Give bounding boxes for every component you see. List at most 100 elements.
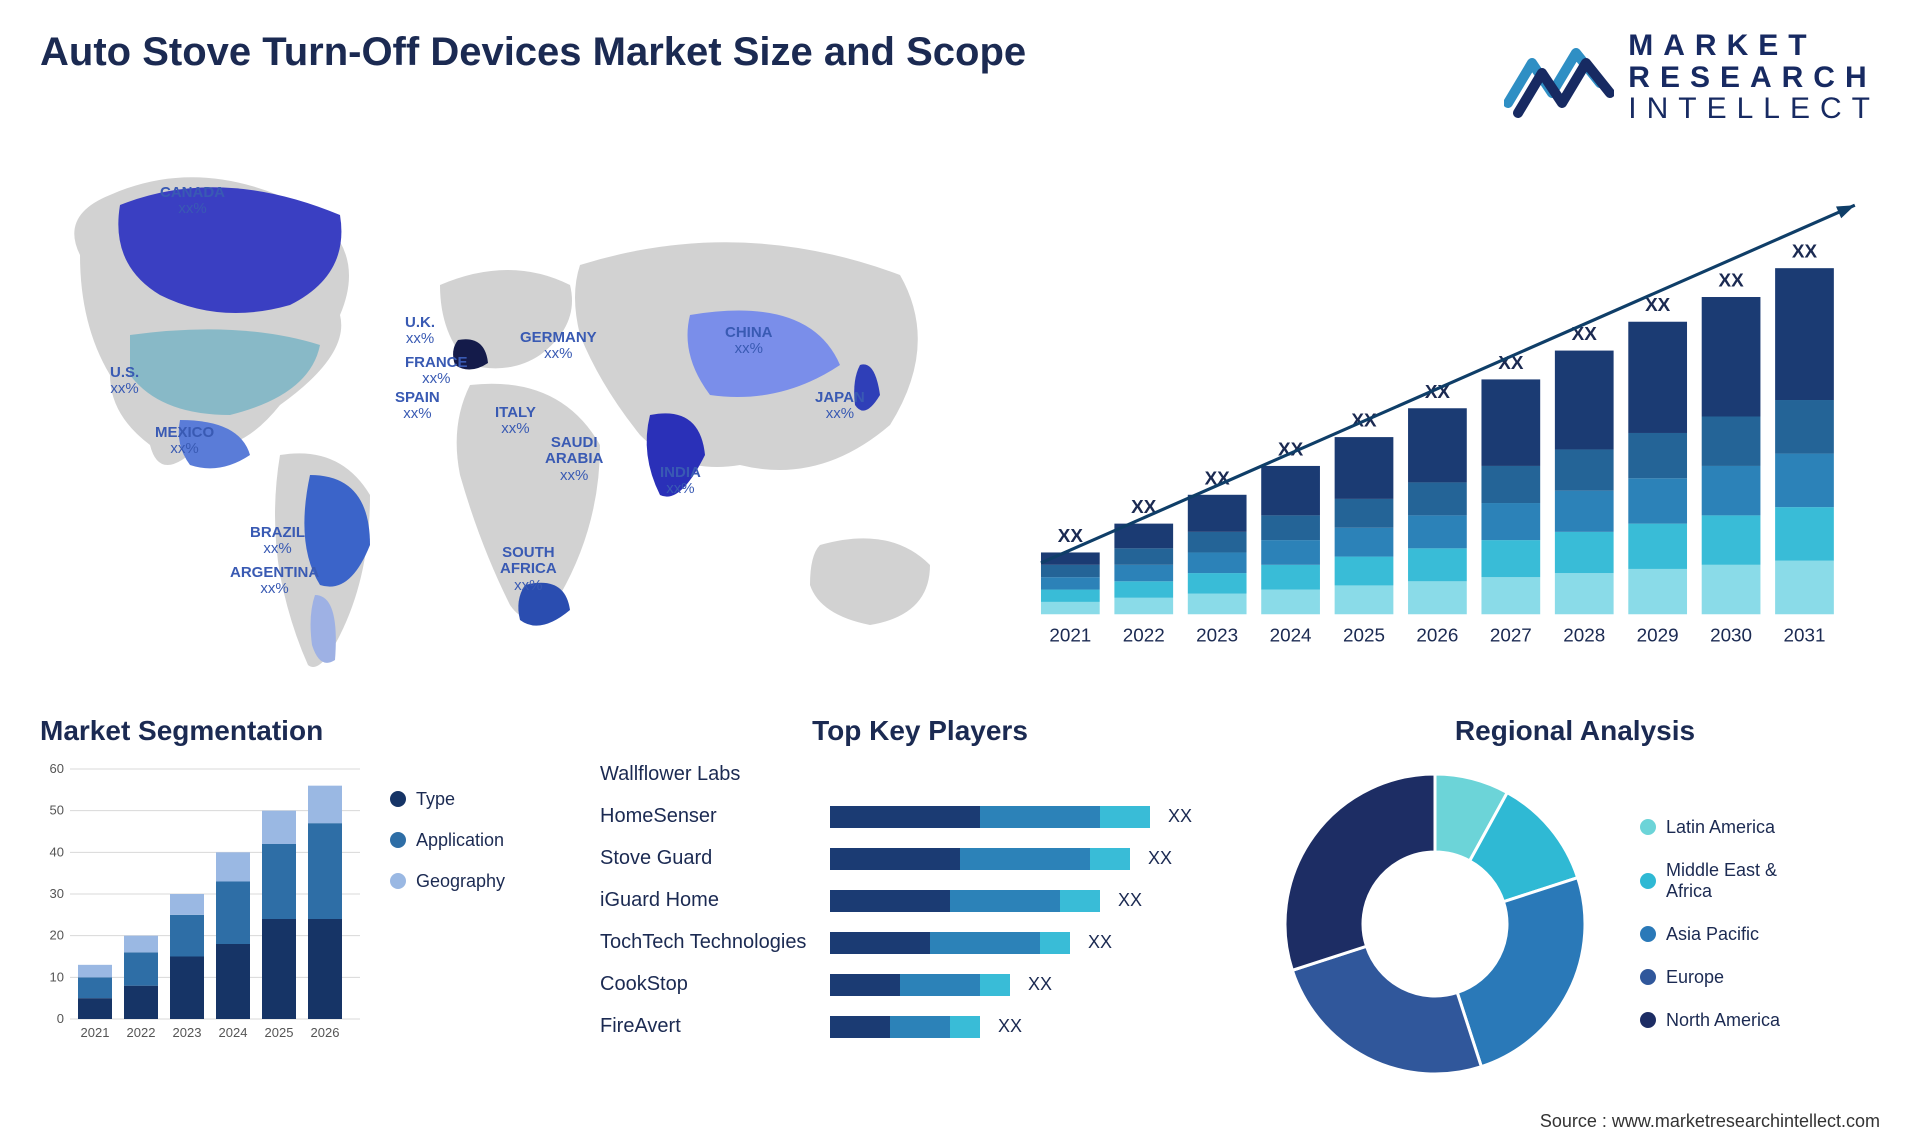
header: Auto Stove Turn-Off Devices Market Size … bbox=[40, 30, 1880, 125]
player-bar-segment bbox=[830, 890, 950, 912]
brand-mark bbox=[1504, 35, 1614, 119]
brand-logo: MARKET RESEARCH INTELLECT bbox=[1504, 30, 1880, 125]
brand-line2: RESEARCH bbox=[1628, 62, 1880, 94]
world-map: CANADAxx%U.S.xx%MEXICOxx%BRAZILxx%ARGENT… bbox=[40, 145, 980, 685]
svg-text:2022: 2022 bbox=[1123, 624, 1165, 645]
player-bar bbox=[830, 1016, 980, 1038]
player-bar bbox=[830, 974, 1010, 996]
player-bar-segment bbox=[830, 848, 960, 870]
player-bar-segment bbox=[1100, 806, 1150, 828]
regional-title: Regional Analysis bbox=[1270, 715, 1880, 747]
legend-dot bbox=[390, 873, 406, 889]
svg-text:XX: XX bbox=[1718, 269, 1744, 290]
player-bar-wrap: XX bbox=[830, 806, 1240, 828]
svg-text:XX: XX bbox=[1572, 323, 1598, 344]
player-bar-segment bbox=[830, 932, 930, 954]
player-bar-segment bbox=[950, 1016, 980, 1038]
page-title: Auto Stove Turn-Off Devices Market Size … bbox=[40, 30, 1026, 75]
donut-chart bbox=[1270, 759, 1600, 1089]
player-name: Stove Guard bbox=[600, 847, 830, 870]
legend-dot bbox=[1640, 969, 1656, 985]
regional-panel: Regional Analysis Latin America Middle Ea… bbox=[1270, 715, 1880, 1089]
player-bar-wrap bbox=[830, 764, 1240, 786]
player-row: FireAvert XX bbox=[600, 1011, 1240, 1043]
legend-item: Latin America bbox=[1640, 817, 1780, 838]
legend-label: Latin America bbox=[1666, 817, 1775, 838]
svg-text:2021: 2021 bbox=[1049, 624, 1091, 645]
player-value: XX bbox=[998, 1016, 1022, 1037]
segmentation-panel: Market Segmentation 0 10 20 30 40 50 60 2021 202… bbox=[40, 715, 570, 1049]
segmentation-title: Market Segmentation bbox=[40, 715, 570, 747]
player-bar-wrap: XX bbox=[830, 1016, 1240, 1038]
page: Auto Stove Turn-Off Devices Market Size … bbox=[0, 0, 1920, 1146]
player-row: Wallflower Labs bbox=[600, 759, 1240, 791]
player-name: CookStop bbox=[600, 973, 830, 996]
svg-text:2030: 2030 bbox=[1710, 624, 1752, 645]
player-bar bbox=[830, 932, 1070, 954]
player-name: iGuard Home bbox=[600, 889, 830, 912]
svg-text:10: 10 bbox=[50, 969, 64, 984]
player-bar-segment bbox=[830, 1016, 890, 1038]
legend-label: Application bbox=[416, 830, 504, 851]
svg-text:0: 0 bbox=[57, 1011, 64, 1026]
player-bar-segment bbox=[950, 890, 1060, 912]
legend-label: Type bbox=[416, 789, 455, 810]
player-bar-segment bbox=[960, 848, 1090, 870]
svg-text:20: 20 bbox=[50, 927, 64, 942]
segmentation-legend: Type Application Geography bbox=[390, 759, 505, 1049]
legend-dot bbox=[1640, 926, 1656, 942]
svg-text:2028: 2028 bbox=[1563, 624, 1605, 645]
player-name: HomeSenser bbox=[600, 805, 830, 828]
player-bar bbox=[830, 890, 1100, 912]
svg-text:XX: XX bbox=[1792, 240, 1818, 261]
player-bar-segment bbox=[900, 974, 980, 996]
regional-legend: Latin America Middle East &Africa Asia Pac… bbox=[1640, 817, 1780, 1031]
player-bar-segment bbox=[1090, 848, 1130, 870]
svg-text:2029: 2029 bbox=[1637, 624, 1679, 645]
player-bar-segment bbox=[1040, 932, 1070, 954]
player-value: XX bbox=[1118, 890, 1142, 911]
legend-dot bbox=[1640, 873, 1656, 889]
player-row: TochTech TechnologiesXX bbox=[600, 927, 1240, 959]
player-bar bbox=[830, 848, 1130, 870]
player-name: FireAvert bbox=[600, 1015, 830, 1038]
brand-line1: MARKET bbox=[1628, 30, 1880, 62]
player-bar-wrap: XX bbox=[830, 932, 1240, 954]
svg-text:2022: 2022 bbox=[127, 1025, 156, 1040]
source-label: Source : www.marketresearchintellect.com bbox=[1540, 1111, 1880, 1132]
world-map-svg bbox=[40, 145, 980, 685]
legend-label: Asia Pacific bbox=[1666, 924, 1759, 945]
brand-line3: INTELLECT bbox=[1628, 93, 1880, 125]
svg-text:2021: 2021 bbox=[81, 1025, 110, 1040]
svg-text:2031: 2031 bbox=[1784, 624, 1826, 645]
svg-text:2025: 2025 bbox=[1343, 624, 1385, 645]
legend-label: Geography bbox=[416, 871, 505, 892]
svg-text:XX: XX bbox=[1058, 524, 1084, 545]
svg-text:30: 30 bbox=[50, 886, 64, 901]
legend-dot bbox=[390, 832, 406, 848]
svg-text:2024: 2024 bbox=[1270, 624, 1312, 645]
player-bar-wrap: XX bbox=[830, 848, 1240, 870]
players-panel: Top Key Players Wallflower Labs HomeSense… bbox=[600, 715, 1240, 1043]
legend-label: Europe bbox=[1666, 967, 1724, 988]
svg-text:40: 40 bbox=[50, 844, 64, 859]
svg-text:60: 60 bbox=[50, 761, 64, 776]
player-bar-segment bbox=[980, 806, 1100, 828]
svg-text:2026: 2026 bbox=[311, 1025, 340, 1040]
player-bar-segment bbox=[1060, 890, 1100, 912]
svg-text:2024: 2024 bbox=[219, 1025, 248, 1040]
legend-item: North America bbox=[1640, 1010, 1780, 1031]
player-value: XX bbox=[1028, 974, 1052, 995]
player-bar-segment bbox=[890, 1016, 950, 1038]
player-bar-wrap: XX bbox=[830, 890, 1240, 912]
brand-text: MARKET RESEARCH INTELLECT bbox=[1628, 30, 1880, 125]
segmentation-chart: 0102030405060202120222023202420252026 bbox=[40, 759, 360, 1049]
players-title: Top Key Players bbox=[600, 715, 1240, 747]
legend-item: Middle East &Africa bbox=[1640, 860, 1780, 902]
player-row: HomeSenserXX bbox=[600, 801, 1240, 833]
svg-text:50: 50 bbox=[50, 802, 64, 817]
player-bar-wrap: XX bbox=[830, 974, 1240, 996]
player-bar bbox=[830, 806, 1150, 828]
player-name: TochTech Technologies bbox=[600, 931, 830, 954]
player-row: iGuard Home XX bbox=[600, 885, 1240, 917]
